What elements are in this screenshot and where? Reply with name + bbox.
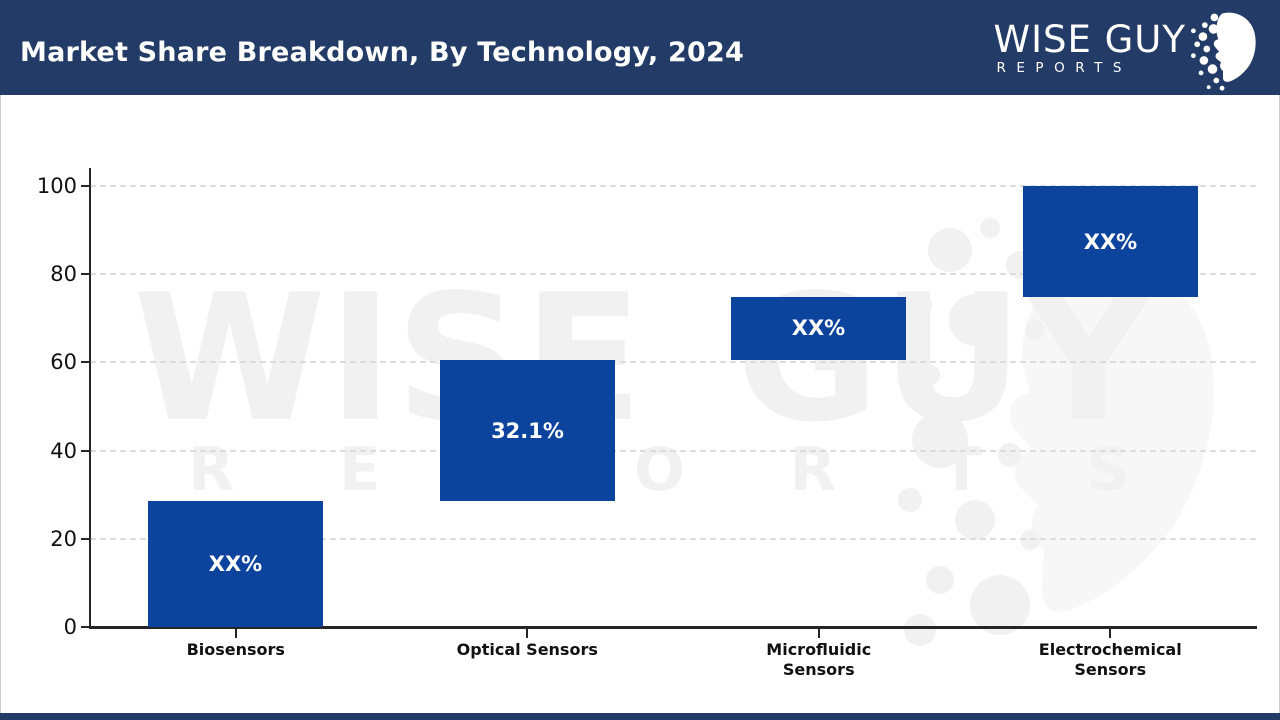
header-bar: Market Share Breakdown, By Technology, 2… xyxy=(0,0,1280,95)
y-tick-label-60: 60 xyxy=(50,350,77,375)
y-tick-label-0: 0 xyxy=(63,615,77,639)
bar-value-label: XX% xyxy=(1083,229,1138,254)
x-category-label: Biosensors xyxy=(186,640,285,659)
bar-electrochemical-sensors: XX% xyxy=(1023,186,1198,298)
bar-biosensors: XX% xyxy=(148,501,323,627)
gridline-80 xyxy=(90,273,1256,276)
y-tick-label-100: 100 xyxy=(36,174,77,198)
y-tick-20 xyxy=(81,537,89,540)
y-tick-label-40: 40 xyxy=(50,438,77,463)
x-category-label: Optical Sensors xyxy=(456,640,598,659)
gridline-40 xyxy=(90,449,1256,452)
brand-logo-name: WISE GUY xyxy=(993,18,1186,62)
y-tick-0 xyxy=(81,626,89,628)
gridline-20 xyxy=(90,537,1256,540)
y-tick-100 xyxy=(81,185,89,187)
gridline-100 xyxy=(90,185,1256,187)
x-tick-3 xyxy=(1109,629,1112,638)
brand-logo-subtitle: REPORTS xyxy=(996,60,1132,77)
y-tick-60 xyxy=(81,361,89,364)
bar-optical sensors: 32.1% xyxy=(440,359,615,502)
x-tick-2 xyxy=(817,629,820,638)
x-category-label: Microfluidic Sensors xyxy=(766,640,872,679)
y-tick-label-80: 80 xyxy=(50,262,77,287)
x-axis-line xyxy=(89,626,1257,629)
x-tick-1 xyxy=(526,629,529,638)
brand-logo-face-icon xyxy=(1190,12,1256,91)
brand-logo-text: WISE GUY REPORTS xyxy=(994,21,1186,76)
y-axis-line xyxy=(89,168,91,629)
footer-bar xyxy=(0,713,1280,720)
y-tick-40 xyxy=(81,449,89,452)
bar-value-label: XX% xyxy=(208,552,263,577)
gridline-60 xyxy=(90,361,1256,364)
y-tick-label-20: 20 xyxy=(50,526,77,551)
x-category-label: Electrochemical Sensors xyxy=(1038,640,1182,679)
bar-microfluidic-sensors: XX% xyxy=(731,297,906,360)
chart-title: Market Share Breakdown, By Technology, 2… xyxy=(20,37,745,68)
y-tick-80 xyxy=(81,273,89,276)
watermark-face-dots xyxy=(898,218,1214,646)
brand-logo: WISE GUY REPORTS xyxy=(994,6,1266,92)
bar-value-label: XX% xyxy=(791,316,846,341)
x-tick-0 xyxy=(234,629,237,638)
bar-value-label: 32.1% xyxy=(491,418,564,443)
